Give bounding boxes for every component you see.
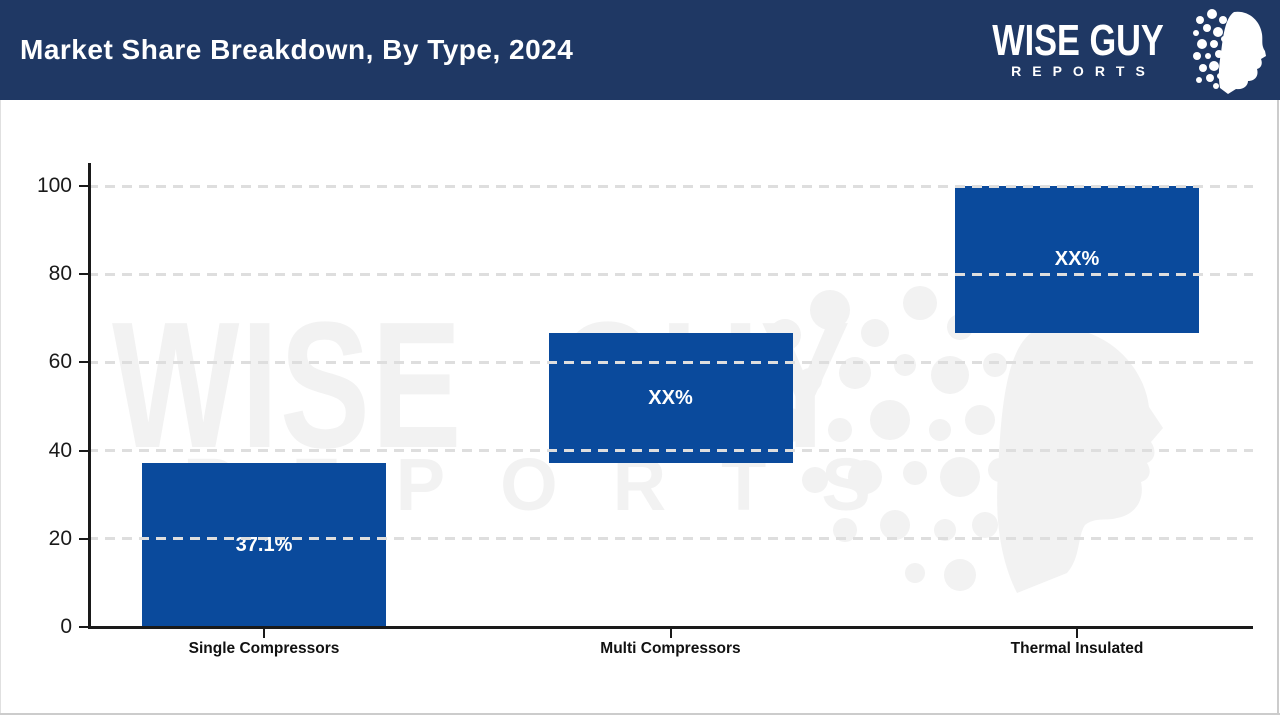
header-bar: Market Share Breakdown, By Type, 2024 WI… <box>0 0 1280 100</box>
bar-3: XX% <box>955 186 1199 333</box>
y-tick-label-20: 20 <box>48 526 72 550</box>
logo-subtitle: REPORTS <box>1011 63 1156 79</box>
y-tick-label-100: 100 <box>36 174 72 197</box>
y-tick-60 <box>79 361 88 364</box>
y-tick-label-40: 40 <box>48 438 72 462</box>
category-label-3: Thermal Insulated <box>1010 640 1144 657</box>
category-label-1: Single Compressors <box>188 640 340 657</box>
frame-right-border <box>1277 100 1279 714</box>
y-tick-20 <box>79 537 88 540</box>
logo-wordmark: WISE GUY <box>992 16 1164 65</box>
page-title: Market Share Breakdown, By Type, 2024 <box>20 34 574 65</box>
logo-text: WISE GUY REPORTS <box>968 16 1188 80</box>
bar-value-label-2: XX% <box>648 386 693 409</box>
x-tick-1 <box>263 629 265 638</box>
y-tick-label-0: 0 <box>60 615 72 638</box>
y-tick-40 <box>79 449 88 452</box>
y-tick-100 <box>79 185 88 187</box>
bar-2: XX% <box>548 332 793 464</box>
wise-guy-logo: WISE GUY REPORTS <box>968 6 1266 94</box>
bar-1: 37.1% <box>142 463 386 627</box>
y-tick-label-80: 80 <box>48 262 72 286</box>
y-tick-80 <box>79 273 88 276</box>
logo-head-icon <box>1193 9 1266 94</box>
frame-bottom-border <box>0 713 1280 715</box>
category-label-2: Multi Compressors <box>600 640 741 657</box>
gridline-80 <box>88 272 1253 276</box>
y-tick-0 <box>79 626 88 628</box>
plot-area: 0 20 40 60 80 100 37.1% Single Compressors XX% Mu… <box>37 163 1253 657</box>
y-axis-line <box>88 163 91 627</box>
gridline-20 <box>88 537 1253 541</box>
y-tick-label-60: 60 <box>48 350 72 374</box>
x-tick-2 <box>669 629 672 638</box>
gridline-60 <box>88 360 1253 364</box>
gridline-40 <box>88 449 1253 453</box>
bar-value-label-3: XX% <box>1054 247 1100 270</box>
watermark-head-icon <box>769 286 1163 593</box>
gridline-100 <box>88 184 1253 188</box>
frame-left-border <box>0 100 1 714</box>
x-tick-3 <box>1076 629 1078 638</box>
x-axis-line <box>88 626 1253 629</box>
